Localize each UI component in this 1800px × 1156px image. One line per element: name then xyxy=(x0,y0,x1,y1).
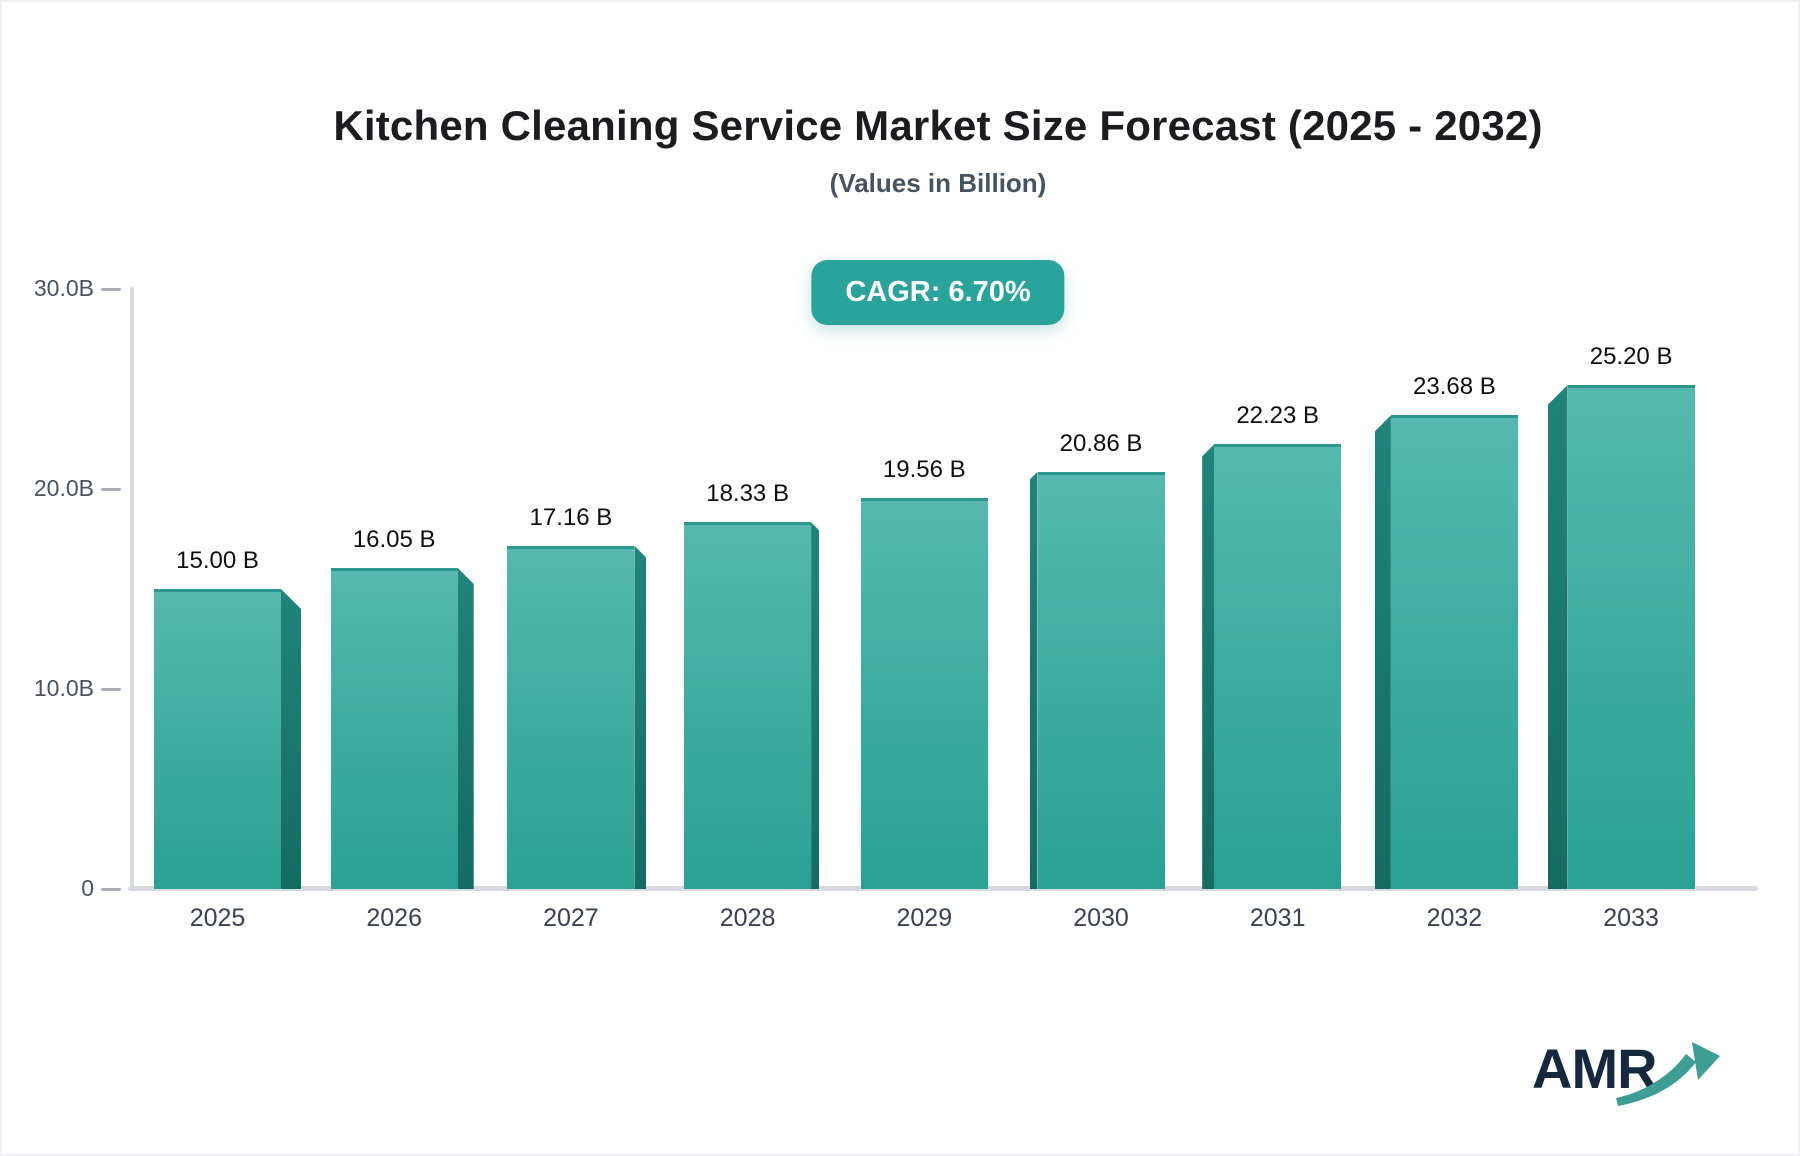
bar-value-label-2033: 25.20 B xyxy=(1589,343,1673,370)
bar-2033 xyxy=(1567,385,1695,889)
bar-value-label-2025: 15.00 B xyxy=(176,547,259,574)
bar-side-2028 xyxy=(811,522,820,889)
y-tick-label-30: 30.0B xyxy=(33,275,94,301)
y-tick-dash-10 xyxy=(101,688,121,691)
y-axis-line xyxy=(130,287,134,890)
bar-side-2031 xyxy=(1202,444,1215,889)
x-axis-label-2031: 2031 xyxy=(1249,904,1306,932)
bar-value-label-2032: 23.68 B xyxy=(1413,373,1496,401)
x-axis-label-2027: 2027 xyxy=(543,904,599,932)
bar-side-2027 xyxy=(634,545,647,889)
x-axis-label-2029: 2029 xyxy=(896,904,953,932)
x-axis-label-2028: 2028 xyxy=(719,904,776,932)
y-tick-dash-20 xyxy=(101,488,121,491)
y-tick-label-0: 0 xyxy=(81,875,94,901)
chart-title: Kitchen Cleaning Service Market Size For… xyxy=(333,102,1543,149)
bar-2032 xyxy=(1390,415,1518,889)
chart-subtitle: (Values in Billion) xyxy=(829,168,1047,198)
x-axis-label-2033: 2033 xyxy=(1603,904,1659,932)
bar-value-label-2031: 22.23 B xyxy=(1236,402,1320,430)
bar-2031 xyxy=(1214,444,1342,889)
y-tick-dash-30 xyxy=(101,288,121,291)
y-tick-dash-0 xyxy=(101,888,121,891)
amr-logo: AMR xyxy=(1532,1036,1722,1116)
bar-2027 xyxy=(507,545,635,889)
bar-2025 xyxy=(154,589,281,889)
x-axis-label-2030: 2030 xyxy=(1073,904,1129,932)
x-axis-label-2025: 2025 xyxy=(189,904,246,932)
bar-side-2033 xyxy=(1547,385,1568,889)
bar-value-label-2028: 18.33 B xyxy=(706,480,789,508)
y-tick-label-10: 10.0B xyxy=(33,675,94,701)
amr-logo-text: AMR xyxy=(1532,1037,1658,1100)
bar-value-label-2027: 17.16 B xyxy=(529,503,613,531)
bar-side-2030 xyxy=(1029,471,1038,889)
x-axis-label-2026: 2026 xyxy=(366,904,422,932)
bar-value-label-2030: 20.86 B xyxy=(1059,429,1143,457)
bar-side-2026 xyxy=(457,568,474,889)
bar-2030 xyxy=(1037,471,1165,889)
bar-value-label-2029: 19.56 B xyxy=(882,455,966,483)
bar-side-2032 xyxy=(1374,415,1391,889)
bar-side-2025 xyxy=(281,589,301,889)
bar-2026 xyxy=(330,568,458,889)
y-tick-label-20: 20.0B xyxy=(33,475,94,501)
x-axis-label-2032: 2032 xyxy=(1426,904,1483,932)
bar-value-label-2026: 16.05 B xyxy=(352,526,436,553)
trend-up-arrow-icon xyxy=(1616,1042,1720,1106)
bar-2028 xyxy=(684,522,812,889)
bar-2029 xyxy=(860,497,988,889)
cagr-badge: CAGR: 6.70% xyxy=(811,260,1065,325)
